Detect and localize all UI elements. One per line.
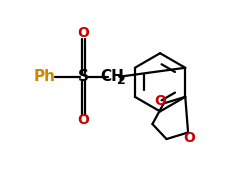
Text: S: S	[78, 69, 89, 84]
Text: CH: CH	[100, 69, 124, 84]
Text: Ph: Ph	[34, 69, 56, 84]
Text: O: O	[77, 26, 89, 40]
Text: O: O	[154, 94, 166, 108]
Text: O: O	[183, 131, 195, 145]
Text: O: O	[77, 113, 89, 127]
Text: 2: 2	[117, 74, 125, 87]
